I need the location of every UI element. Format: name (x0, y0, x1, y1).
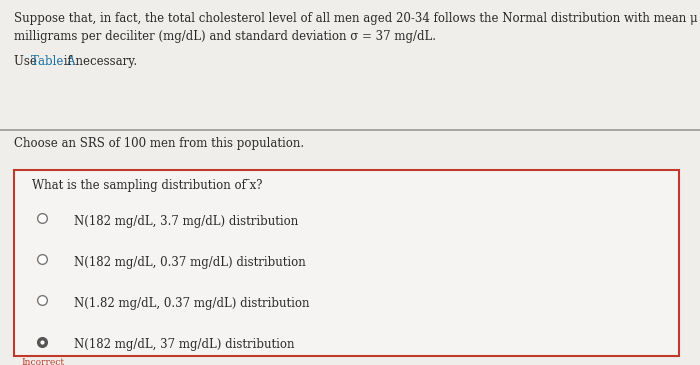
FancyBboxPatch shape (14, 170, 679, 356)
Text: N(182 mg/dL, 0.37 mg/dL) distribution: N(182 mg/dL, 0.37 mg/dL) distribution (74, 256, 305, 269)
Text: Use: Use (14, 55, 41, 68)
Text: Suppose that, in fact, the total cholesterol level of all men aged 20-34 follows: Suppose that, in fact, the total cholest… (14, 12, 700, 25)
Text: N(1.82 mg/dL, 0.37 mg/dL) distribution: N(1.82 mg/dL, 0.37 mg/dL) distribution (74, 297, 309, 310)
Text: Incorrect: Incorrect (21, 358, 64, 365)
Text: What is the sampling distribution of ̅x?: What is the sampling distribution of ̅x? (32, 179, 262, 192)
Text: N(182 mg/dL, 3.7 mg/dL) distribution: N(182 mg/dL, 3.7 mg/dL) distribution (74, 215, 298, 228)
Text: Choose an SRS of 100 men from this population.: Choose an SRS of 100 men from this popul… (14, 137, 304, 150)
Text: N(182 mg/dL, 37 mg/dL) distribution: N(182 mg/dL, 37 mg/dL) distribution (74, 338, 294, 351)
Text: milligrams per deciliter (mg/dL) and standard deviation σ = 37 mg/dL.: milligrams per deciliter (mg/dL) and sta… (14, 30, 436, 43)
Text: Table A: Table A (31, 55, 76, 68)
Text: if necessary.: if necessary. (60, 55, 137, 68)
